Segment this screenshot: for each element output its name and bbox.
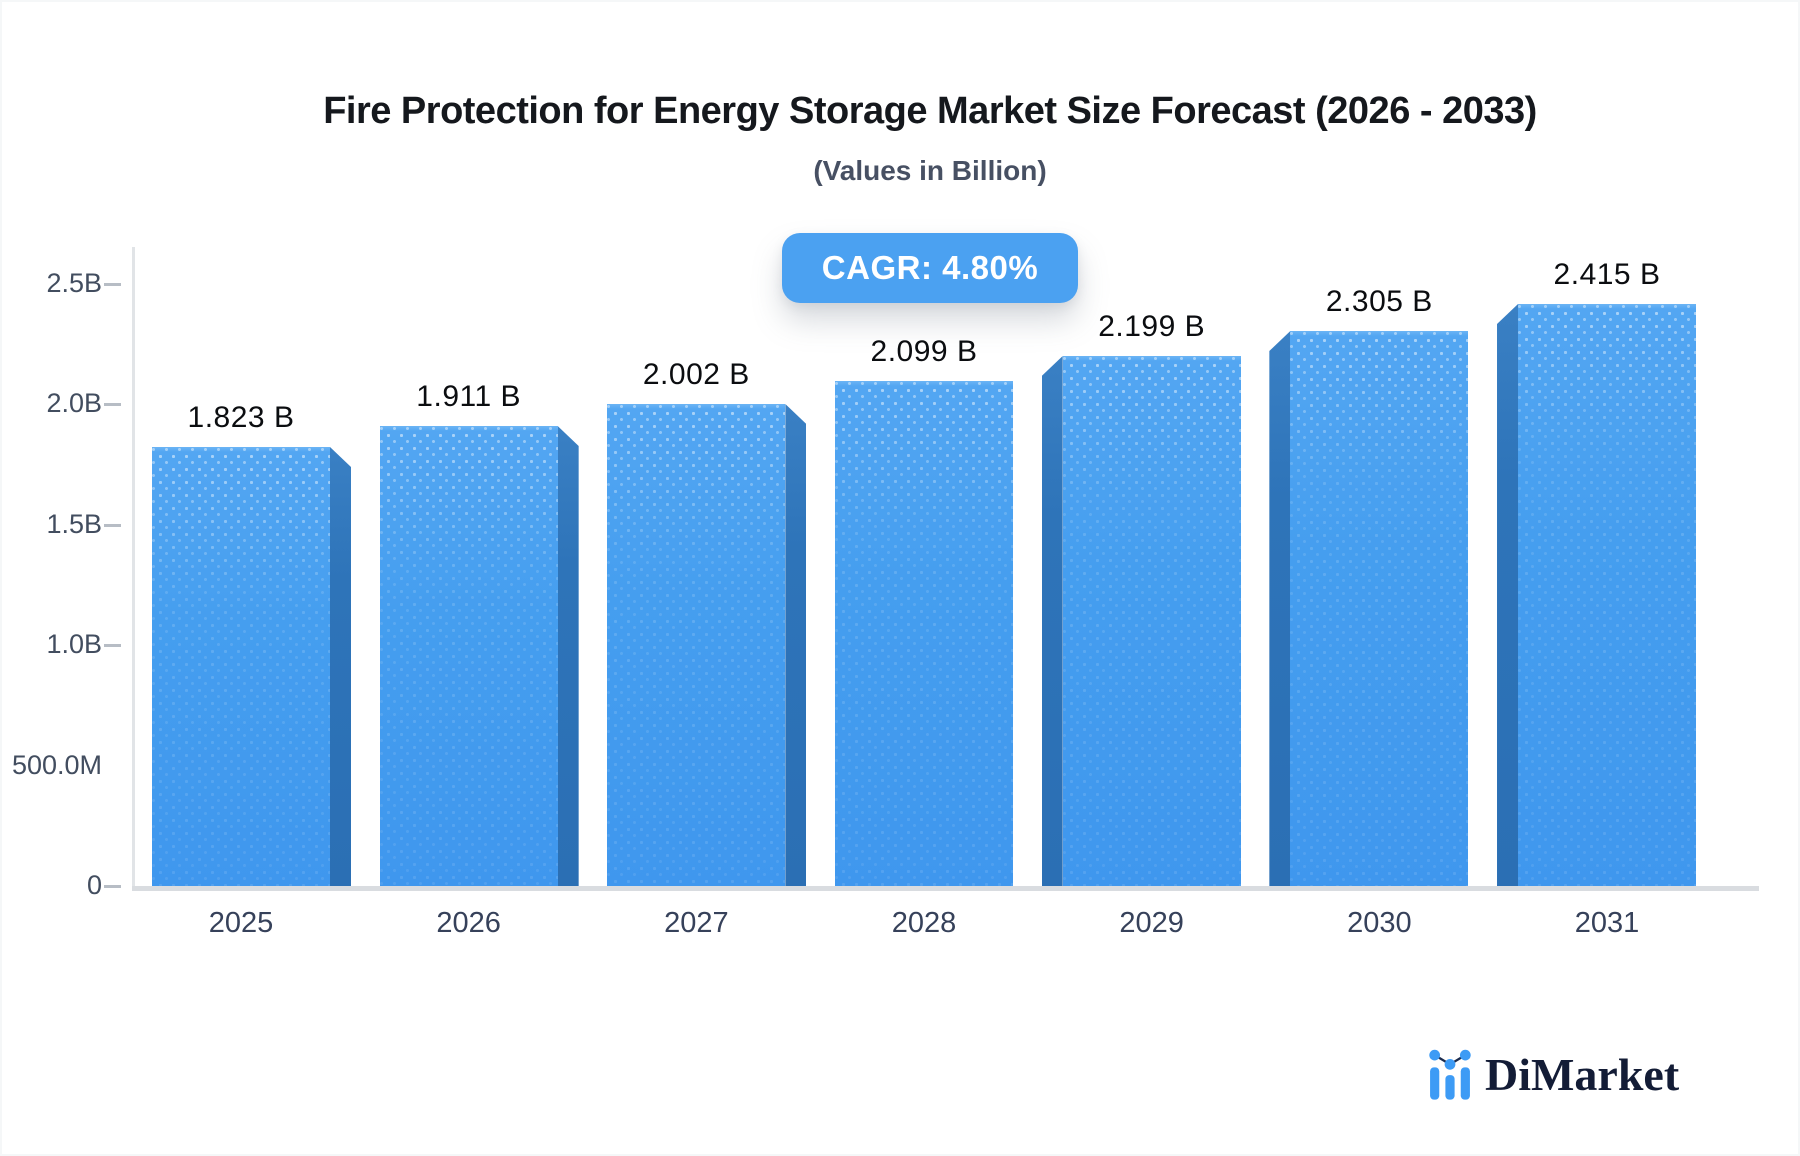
y-tick-label: 500.0M [11, 749, 102, 780]
bar-side-face [557, 426, 579, 886]
x-tick-label: 2031 [1574, 907, 1640, 939]
bar-texture [1062, 356, 1241, 886]
bar-front [152, 447, 330, 886]
bar-texture [835, 381, 1013, 886]
chart-header: Fire Protection for Energy Storage Marke… [62, 2, 1798, 303]
bar-front [1290, 331, 1469, 886]
y-tick-label: 1.5B [46, 508, 102, 539]
bar-value-label: 2.415 B [1553, 258, 1661, 291]
bar-front [835, 381, 1013, 886]
bar-front [1518, 304, 1697, 886]
x-tick-label: 2026 [436, 907, 501, 939]
brand-name: DiMarket [1485, 1049, 1680, 1100]
y-tick-dash [104, 644, 121, 648]
brand-logo: DiMarket [1427, 1044, 1679, 1100]
x-tick-label: 2028 [891, 907, 957, 939]
bar-texture [379, 426, 558, 886]
bar-texture [1290, 331, 1469, 886]
y-tick-label: 2.5B [46, 268, 102, 298]
bar-front [607, 404, 786, 886]
bar-side-face [1497, 304, 1519, 886]
x-axis-line [132, 886, 1759, 891]
y-tick-label: 2.0B [46, 388, 102, 419]
cagr-badge: CAGR: 4.80% [781, 233, 1079, 303]
bar-side-face [330, 447, 351, 886]
bar-texture [1518, 304, 1697, 886]
bar-value-label: 2.099 B [870, 335, 978, 368]
y-tick-dash [104, 523, 121, 527]
bar-side-face [1269, 331, 1291, 886]
y-tick-label: 1.0B [46, 629, 102, 660]
x-tick-label: 2025 [208, 907, 274, 939]
bar-front [379, 426, 558, 886]
y-axis-line [132, 247, 135, 891]
chart-title: Fire Protection for Energy Storage Marke… [323, 90, 1537, 132]
bar-side-face [1041, 356, 1063, 886]
y-tick-dash [104, 885, 121, 888]
x-tick-label: 2029 [1119, 907, 1184, 939]
y-tick-dash [104, 403, 121, 407]
bar-value-label: 1.911 B [416, 380, 521, 413]
y-tick-label: 0 [86, 870, 102, 900]
bar-front [1062, 356, 1241, 886]
bar-texture [152, 447, 330, 886]
bar-texture [607, 404, 786, 886]
x-tick-label: 2030 [1347, 907, 1412, 939]
bar-side-face [785, 404, 807, 886]
chart-subtitle: (Values in Billion) [813, 155, 1047, 186]
mini-bar-chart-icon [1429, 1049, 1471, 1100]
bar-value-label: 2.002 B [642, 358, 750, 391]
bar-value-label: 1.823 B [187, 401, 295, 434]
bar-value-label: 2.305 B [1325, 285, 1433, 318]
x-tick-label: 2027 [664, 907, 729, 939]
bar-value-label: 2.199 B [1098, 310, 1206, 343]
y-tick-dash [104, 283, 121, 286]
